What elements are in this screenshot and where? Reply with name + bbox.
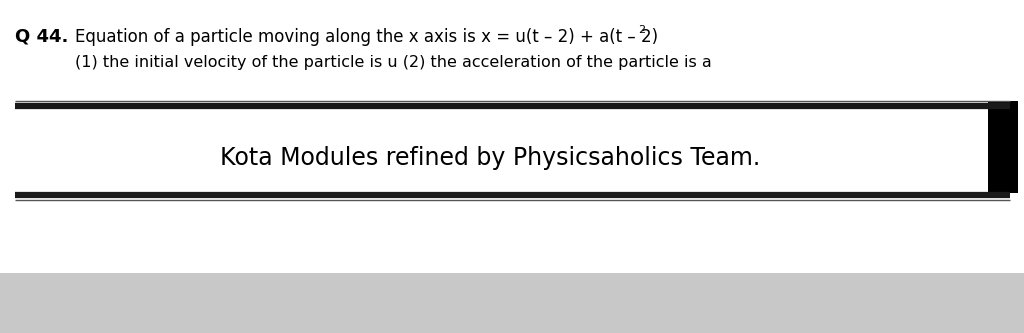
Text: Equation of a particle moving along the x axis is x = u(t – 2) + a(t – 2): Equation of a particle moving along the … — [75, 28, 658, 46]
Text: 2: 2 — [638, 25, 645, 35]
Bar — [988, 101, 1018, 193]
Bar — [0, 195, 1024, 273]
Text: Q 44.: Q 44. — [15, 28, 69, 46]
Text: Kota Modules refined by Physicsaholics Team.: Kota Modules refined by Physicsaholics T… — [220, 146, 760, 170]
Text: (1) the initial velocity of the particle is u (2) the acceleration of the partic: (1) the initial velocity of the particle… — [75, 55, 712, 70]
Bar — [0, 273, 1024, 333]
